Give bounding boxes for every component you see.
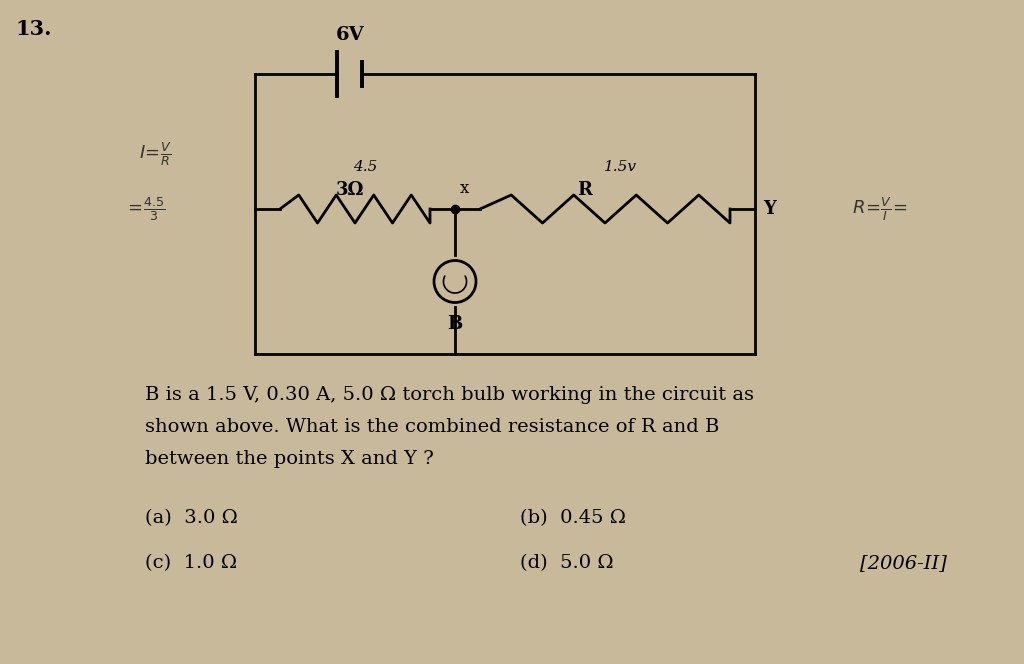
Text: between the points X and Y ?: between the points X and Y ?: [145, 450, 434, 468]
Text: (b)  0.45 Ω: (b) 0.45 Ω: [520, 509, 626, 527]
Text: 6V: 6V: [336, 26, 365, 44]
Text: 4.5: 4.5: [353, 160, 377, 174]
Text: x: x: [460, 180, 469, 197]
Text: 3Ω: 3Ω: [336, 181, 365, 199]
Text: [2006-II]: [2006-II]: [860, 554, 947, 572]
Text: $R\!=\!\frac{V}{I}\!=$: $R\!=\!\frac{V}{I}\!=$: [852, 195, 907, 223]
Text: $=\!\frac{4.5}{3}$: $=\!\frac{4.5}{3}$: [124, 195, 166, 223]
Text: B is a 1.5 V, 0.30 A, 5.0 Ω torch bulb working in the circuit as: B is a 1.5 V, 0.30 A, 5.0 Ω torch bulb w…: [145, 386, 754, 404]
Text: 13.: 13.: [15, 19, 51, 39]
Text: R: R: [578, 181, 593, 199]
Text: (a)  3.0 Ω: (a) 3.0 Ω: [145, 509, 238, 527]
Text: shown above. What is the combined resistance of R and B: shown above. What is the combined resist…: [145, 418, 720, 436]
Text: 1.5v: 1.5v: [603, 160, 637, 174]
Text: B: B: [447, 315, 463, 333]
Text: (d)  5.0 Ω: (d) 5.0 Ω: [520, 554, 613, 572]
Text: $I\!=\!\frac{V}{R}$: $I\!=\!\frac{V}{R}$: [138, 140, 171, 168]
Text: (c)  1.0 Ω: (c) 1.0 Ω: [145, 554, 238, 572]
Text: Y: Y: [763, 200, 776, 218]
